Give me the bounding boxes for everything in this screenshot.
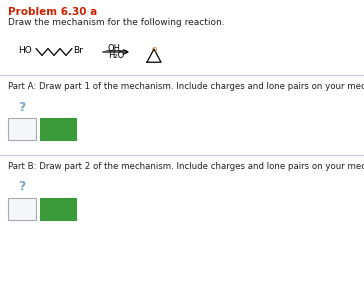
Text: Br: Br: [73, 46, 83, 55]
Text: HO: HO: [18, 46, 32, 55]
Text: Edit: Edit: [47, 182, 69, 192]
FancyBboxPatch shape: [8, 198, 36, 220]
FancyBboxPatch shape: [40, 198, 76, 220]
Text: H₂O: H₂O: [108, 51, 124, 60]
FancyBboxPatch shape: [40, 118, 76, 140]
Text: Problem 6.30 a: Problem 6.30 a: [8, 7, 97, 17]
Text: Part A: Draw part 1 of the mechanism. Include charges and lone pairs on your mec: Part A: Draw part 1 of the mechanism. In…: [8, 82, 364, 91]
Text: OH: OH: [108, 44, 121, 53]
Text: O: O: [151, 47, 157, 53]
Text: Edit: Edit: [47, 102, 69, 112]
FancyBboxPatch shape: [8, 118, 36, 140]
Text: Draw the mechanism for the following reaction.: Draw the mechanism for the following rea…: [8, 18, 225, 27]
Text: Part B: Draw part 2 of the mechanism. Include charges and lone pairs on your mec: Part B: Draw part 2 of the mechanism. In…: [8, 162, 364, 171]
Text: ?: ?: [18, 101, 26, 113]
Text: ?: ?: [18, 181, 26, 193]
